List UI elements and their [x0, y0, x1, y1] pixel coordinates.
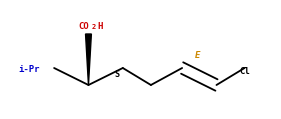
Text: S: S	[114, 70, 119, 79]
Text: E: E	[195, 50, 200, 60]
Text: H: H	[98, 22, 103, 31]
Text: Cl: Cl	[239, 67, 250, 76]
Text: i-Pr: i-Pr	[19, 65, 40, 74]
Polygon shape	[85, 34, 91, 85]
Text: 2: 2	[92, 24, 96, 30]
Text: CO: CO	[78, 22, 89, 31]
